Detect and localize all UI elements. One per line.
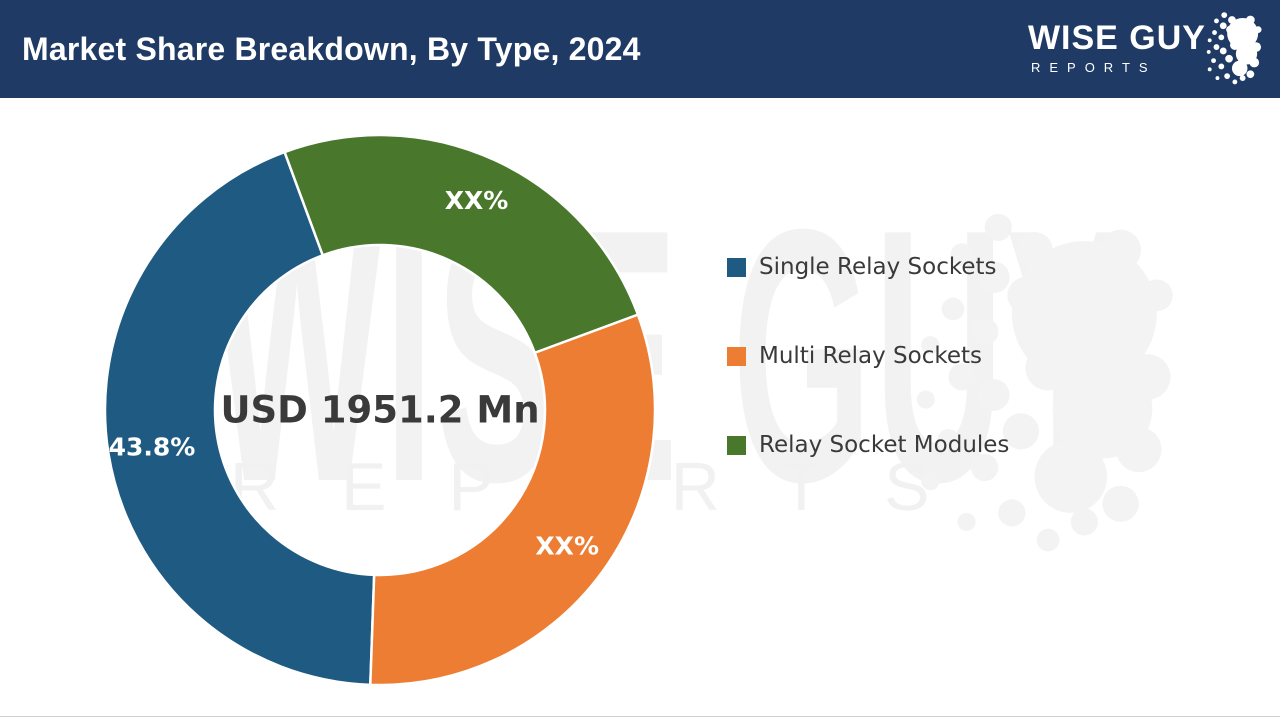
donut-segment-single-relay-sockets <box>103 150 376 687</box>
donut-segment-multi-relay-sockets <box>369 313 657 687</box>
logo-text: WISE GUY REPORTS <box>1027 19 1206 75</box>
header-bar: Market Share Breakdown, By Type, 2024 WI… <box>0 0 1280 98</box>
segment-percentage-label-single-relay-sockets: 43.8% <box>109 433 196 462</box>
legend-swatch-icon <box>727 346 746 366</box>
bottom-border-line <box>0 716 1280 717</box>
legend-item-relay-socket-modules: Relay Socket Modules <box>727 431 1009 459</box>
segment-percentage-label-relay-socket-modules: XX% <box>445 186 509 215</box>
page-title: Market Share Breakdown, By Type, 2024 <box>22 30 641 67</box>
dotted-face-icon <box>1206 12 1262 85</box>
segment-percentage-label-multi-relay-sockets: XX% <box>535 531 599 560</box>
legend-item-multi-relay-sockets: Multi Relay Sockets <box>727 342 1009 370</box>
watermark-face-icon <box>916 213 1173 552</box>
legend-swatch-icon <box>727 435 746 455</box>
legend-label: Multi Relay Sockets <box>759 343 983 369</box>
wise-guy-logo: WISE GUY REPORTS <box>1028 6 1262 90</box>
legend-label: Single Relay Sockets <box>759 254 997 280</box>
logo-subtitle: REPORTS <box>1030 59 1157 75</box>
donut-segment-relay-socket-modules <box>283 133 640 355</box>
legend-label: Relay Socket Modules <box>759 432 1010 458</box>
logo-wordmark: WISE GUY <box>1027 19 1206 58</box>
legend-item-single-relay-sockets: Single Relay Sockets <box>727 253 1009 281</box>
chart-center-value: USD 1951.2 Mn <box>220 388 540 432</box>
legend-swatch-icon <box>727 257 746 277</box>
chart-legend: Single Relay Sockets Multi Relay Sockets… <box>727 253 1009 520</box>
